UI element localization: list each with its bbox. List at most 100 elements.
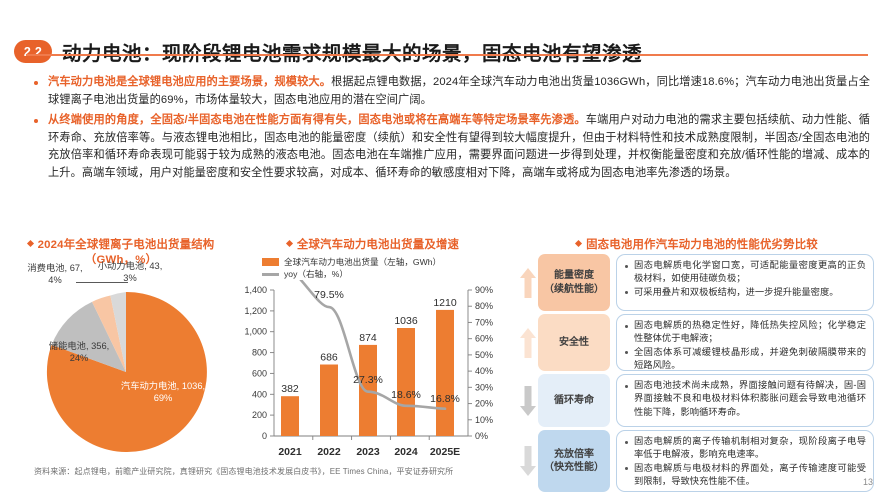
pie-chart-caption: 2024年全球锂离子电池出货量结构（GWh，%）	[16, 238, 226, 268]
comparison-caption: 固态电池用作汽车动力电池的性能优劣势比较	[520, 238, 874, 253]
bar-chart-caption: 全球汽车动力电池出货量及增速	[232, 238, 514, 253]
metric-detail-energy-density: 固态电解质电化学窗口宽，可适配能量密度更高的正负极材料，如使用硅碳负极； 可采用…	[616, 254, 874, 311]
bar-2025e	[436, 309, 454, 436]
bullet-highlight-2: 从终端使用的角度，全固态/半固态电池在性能方面有得有失，固态电池或将在高端车等特…	[48, 114, 586, 127]
svg-text:30%: 30%	[475, 382, 493, 392]
bullet-item: 汽车动力电池是全球锂电池应用的主要场景，规模较大。根据起点锂电数据，2024年全…	[30, 74, 870, 109]
x-tick-2023: 2023	[356, 446, 380, 458]
up-arrow-icon	[520, 327, 536, 358]
yoy-line	[299, 280, 447, 410]
bar-chart-panel: 全球汽车动力电池出货量（左轴，GWh） yoy（右轴，%）	[228, 236, 514, 471]
bar-2022	[320, 364, 338, 436]
x-tick-2025e: 2025E	[430, 446, 460, 458]
svg-text:0%: 0%	[475, 431, 488, 441]
x-tick-2024: 2024	[394, 446, 418, 458]
bullet-item: 从终端使用的角度，全固态/半固态电池在性能方面有得有失，固态电池或将在高端车等特…	[30, 112, 870, 182]
svg-text:686: 686	[320, 352, 338, 364]
svg-text:70%: 70%	[475, 317, 493, 327]
detail-point: 固态电解质与电极材料的界面处，离子传输速度可能受到限制，导致快充性能不佳。	[623, 462, 866, 489]
legend-item-shipments: 全球汽车动力电池出货量（左轴，GWh）	[262, 256, 441, 268]
metric-detail-charge-rate: 固态电解质的离子传输机制相对复杂，现阶段离子电导率低于电解液，影响充电速率。 固…	[616, 430, 874, 492]
svg-text:60%: 60%	[475, 334, 493, 344]
svg-text:40%: 40%	[475, 366, 493, 376]
detail-point: 固态电解质电化学窗口宽，可适配能量密度更高的正负极材料，如使用硅碳负极；	[623, 259, 866, 286]
legend-label-shipments: 全球汽车动力电池出货量（左轴，GWh）	[284, 257, 442, 267]
metric-detail-cycle-life: 固态电池技术尚未成熟，界面接触问题有待解决，固-固界面接触不良和电极材料体积膨胀…	[616, 374, 874, 427]
bar-chart-legend: 全球汽车动力电池出货量（左轴，GWh） yoy（右轴，%）	[262, 256, 441, 280]
arrow-column	[518, 430, 538, 492]
bullet-paragraph-1: 汽车动力电池是全球锂电池应用的主要场景，规模较大。根据起点锂电数据，2024年全…	[48, 74, 870, 109]
pie-slice-consumer	[92, 295, 126, 372]
pie-label-ess: 储能电池, 356, 24%	[48, 341, 110, 363]
body-bullets: 汽车动力电池是全球锂电池应用的主要场景，规模较大。根据起点锂电数据，2024年全…	[30, 74, 870, 186]
arrow-column	[518, 374, 538, 427]
comparison-row: 循环寿命 固态电池技术尚未成熟，界面接触问题有待解决，固-固界面接触不良和电极材…	[518, 374, 874, 427]
bullet-dot-icon	[34, 119, 38, 124]
svg-text:79.5%: 79.5%	[314, 289, 344, 301]
source-note: 资料来源：起点锂电，前瞻产业研究院，真锂研究《固态锂电池技术发展白皮书》，EE …	[34, 467, 454, 476]
svg-text:18.6%: 18.6%	[391, 389, 421, 401]
svg-text:1,000: 1,000	[244, 327, 267, 337]
bar-2024	[397, 328, 415, 436]
svg-text:27.3%: 27.3%	[353, 374, 383, 386]
up-arrow-icon	[520, 267, 536, 298]
pie-label-consumer: 消费电池, 67, 4%	[27, 263, 83, 285]
comparison-panel: 能量密度 （续航性能） 固态电解质电化学窗口宽，可适配能量密度更高的正负极材料，…	[518, 236, 874, 492]
down-arrow-icon	[520, 446, 536, 476]
svg-text:10%: 10%	[475, 415, 493, 425]
bar-chart-svg: 0 200 400 600 800 1,000 1,200 1,400	[244, 280, 493, 458]
pie-slice-ess	[51, 301, 126, 372]
detail-point: 固态电池技术尚未成熟，界面接触问题有待解决，固-固界面接触不良和电极材料体积膨胀…	[623, 379, 866, 419]
section-number-badge: 2.2	[14, 40, 52, 63]
svg-text:16.8%: 16.8%	[430, 393, 460, 405]
detail-point: 固态电解质的离子传输机制相对复杂，现阶段离子电导率低于电解液，影响充电速率。	[623, 435, 866, 462]
pie-slice-auto-power	[46, 291, 207, 452]
legend-line-icon	[262, 272, 279, 276]
bullet-rest-1: 根据起点锂电数据，2024年全球汽车动力电池出货量1036GWh，同比增速18.…	[48, 76, 870, 106]
comparison-row: 充放倍率 （快充性能） 固态电解质的离子传输机制相对复杂，现阶段离子电导率低于电…	[518, 430, 874, 492]
legend-label-yoy: yoy（右轴，%）	[284, 269, 348, 279]
svg-text:20%: 20%	[475, 399, 493, 409]
bullet-rest-2: 车端用户对动力电池的需求主要包括续航、动力性能、循环寿命、充放倍率等。与液态锂电…	[48, 114, 870, 179]
svg-text:1036: 1036	[394, 315, 418, 327]
metric-detail-safety: 固态电解质的热稳定性好，降低热失控风险；化学稳定性整体优于电解液； 全固态体系可…	[616, 314, 874, 371]
pie-label-auto-power: 汽车动力电池, 1036, 69%	[120, 381, 206, 403]
svg-text:80%: 80%	[475, 301, 493, 311]
svg-text:0: 0	[262, 431, 267, 441]
metric-label-cycle-life: 循环寿命	[538, 374, 610, 427]
pie-slice-light-power	[110, 292, 126, 372]
bar-caption-text: 全球汽车动力电池出货量及增速	[296, 239, 460, 251]
svg-text:200: 200	[252, 410, 267, 420]
metric-label-safety: 安全性	[538, 314, 610, 371]
pie-leader-line-consumer	[76, 282, 128, 284]
svg-text:1,200: 1,200	[244, 306, 267, 316]
arrow-column	[518, 314, 538, 371]
page-title: 动力电池：现阶段锂电池需求规模最大的场景，固态电池有望渗透	[62, 43, 643, 65]
comparison-rows: 能量密度 （续航性能） 固态电解质电化学窗口宽，可适配能量密度更高的正负极材料，…	[518, 254, 874, 495]
pie-chart-panel: 汽车动力电池, 1036, 69% 储能电池, 356, 24% 消费电池, 6…	[16, 236, 226, 471]
detail-point: 可采用叠片和双极板结构，进一步提升能量密度。	[623, 286, 866, 299]
comparison-caption-text: 固态电池用作汽车动力电池的性能优劣势比较	[586, 239, 818, 251]
svg-text:800: 800	[252, 348, 267, 358]
pie-chart: 汽车动力电池, 1036, 69% 储能电池, 356, 24% 消费电池, 6…	[27, 261, 210, 456]
svg-text:382: 382	[281, 383, 299, 395]
pie-chart-svg	[46, 291, 207, 452]
metric-label-charge-rate: 充放倍率 （快充性能）	[538, 430, 610, 492]
bar-2021	[281, 396, 299, 436]
detail-point: 全固态体系可减缓锂枝晶形成，并避免刺破隔膜带来的短路风险。	[623, 346, 866, 373]
title-divider	[26, 54, 868, 56]
bullet-paragraph-2: 从终端使用的角度，全固态/半固态电池在性能方面有得有失，固态电池或将在高端车等特…	[48, 112, 870, 182]
x-tick-2021: 2021	[278, 446, 302, 458]
pie-caption-text: 2024年全球锂离子电池出货量结构（GWh，%）	[37, 239, 215, 266]
svg-text:50%: 50%	[475, 350, 493, 360]
svg-text:1210: 1210	[433, 297, 457, 309]
down-arrow-icon	[520, 385, 536, 416]
legend-swatch-icon	[262, 258, 279, 266]
svg-text:90%: 90%	[475, 285, 493, 295]
svg-text:874: 874	[359, 332, 377, 344]
bar-chart-plot: 0 200 400 600 800 1,000 1,200 1,400	[228, 280, 514, 470]
metric-label-energy-density: 能量密度 （续航性能）	[538, 254, 610, 311]
page-number: 13	[862, 477, 873, 487]
comparison-row: 能量密度 （续航性能） 固态电解质电化学窗口宽，可适配能量密度更高的正负极材料，…	[518, 254, 874, 311]
